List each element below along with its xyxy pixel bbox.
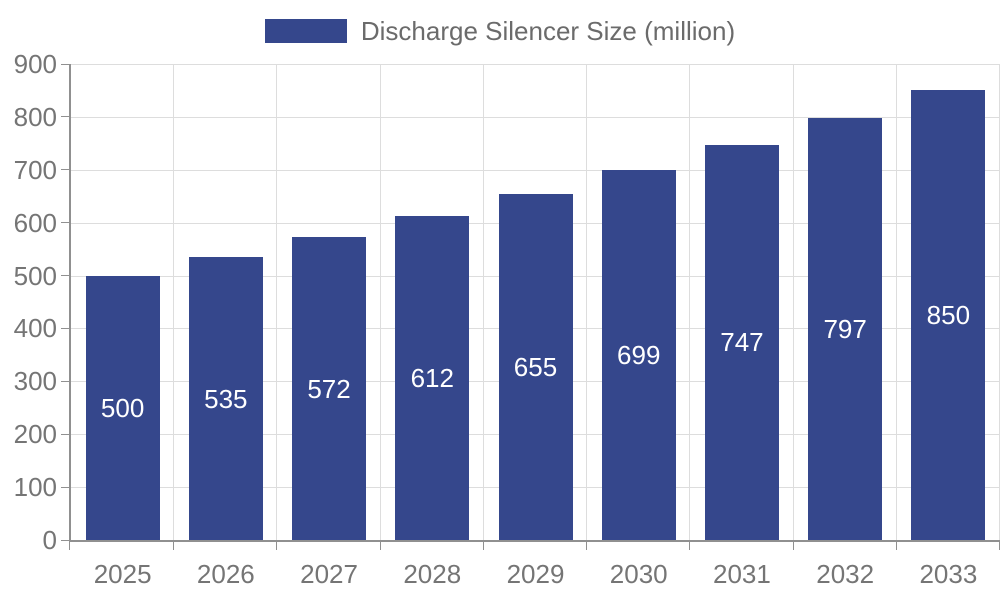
y-tick-label: 100 — [13, 472, 57, 503]
y-axis-tick — [61, 63, 69, 65]
y-axis-tick — [61, 433, 69, 435]
plot-area: 0 100 200 300 400 500 600 700 800 900 500 2025 535 20… — [14, 51, 1000, 587]
x-axis-tick — [276, 542, 278, 550]
v-gridline — [792, 64, 794, 540]
x-tick-label: 2031 — [713, 559, 771, 589]
bar-2029 — [498, 193, 573, 540]
bar-value-label: 612 — [410, 363, 454, 394]
y-tick-label: 300 — [13, 366, 57, 397]
v-gridline — [276, 64, 278, 540]
x-tick-label: 2027 — [300, 559, 358, 589]
v-gridline — [895, 64, 897, 540]
bar-value-label: 655 — [513, 351, 558, 382]
legend: Discharge Silencer Size (million) — [0, 16, 1000, 46]
bar-2033 — [911, 90, 986, 540]
bar-value-label: 850 — [926, 300, 971, 331]
x-axis-tick — [379, 542, 381, 550]
v-gridline — [689, 64, 691, 540]
x-axis-tick — [69, 542, 70, 550]
y-tick-label: 700 — [13, 154, 57, 185]
bar-2032 — [808, 118, 883, 540]
y-tick-label: 500 — [13, 260, 57, 291]
bar-value-label: 572 — [307, 373, 351, 404]
bar-value-label: 535 — [204, 383, 248, 414]
v-gridline — [379, 64, 381, 540]
bar-2030 — [601, 170, 676, 540]
y-axis-tick — [61, 169, 69, 171]
v-gridline — [173, 64, 175, 540]
y-tick-label: 800 — [13, 101, 57, 132]
y-axis-tick — [61, 380, 69, 382]
x-axis-tick — [173, 542, 175, 550]
x-axis-tick — [792, 542, 794, 550]
h-gridline — [71, 169, 1000, 171]
y-axis-tick — [61, 539, 69, 541]
bar-2028 — [395, 216, 470, 540]
x-axis-tick — [895, 542, 897, 550]
x-tick-label: 2026 — [196, 559, 255, 589]
bar-2027 — [292, 237, 367, 540]
bar-value-label: 797 — [823, 314, 867, 345]
x-axis-tick — [586, 542, 588, 550]
bar-2026 — [188, 257, 263, 540]
y-tick-label: 200 — [13, 419, 57, 450]
bar-value-label: 747 — [720, 327, 764, 358]
y-axis-tick — [61, 275, 69, 277]
x-axis-tick — [689, 542, 691, 550]
x-axis-tick — [482, 542, 484, 550]
bar-value-label: 500 — [100, 392, 145, 423]
y-axis-tick — [61, 486, 69, 488]
y-tick-label: 0 — [42, 525, 57, 555]
x-tick-label: 2030 — [609, 559, 668, 589]
h-gridline — [71, 116, 1000, 118]
v-gridline — [482, 64, 484, 540]
x-tick-label: 2025 — [93, 559, 152, 589]
y-axis-tick — [61, 327, 69, 329]
legend-label: Discharge Silencer Size (million) — [360, 15, 736, 46]
v-gridline — [586, 64, 588, 540]
y-axis-tick — [61, 222, 69, 224]
legend-swatch — [264, 19, 347, 43]
x-tick-label: 2032 — [816, 559, 875, 589]
x-tick-label: 2028 — [403, 559, 462, 589]
x-tick-label: 2033 — [919, 559, 978, 589]
y-tick-label: 900 — [13, 49, 57, 79]
h-gridline — [71, 64, 1000, 65]
x-tick-label: 2029 — [506, 559, 565, 589]
bar-value-label: 699 — [617, 340, 661, 371]
y-axis-tick — [61, 116, 69, 118]
bar-2025 — [85, 275, 160, 540]
y-tick-label: 400 — [13, 313, 57, 344]
bar-2031 — [704, 144, 779, 540]
y-tick-label: 600 — [13, 207, 57, 238]
